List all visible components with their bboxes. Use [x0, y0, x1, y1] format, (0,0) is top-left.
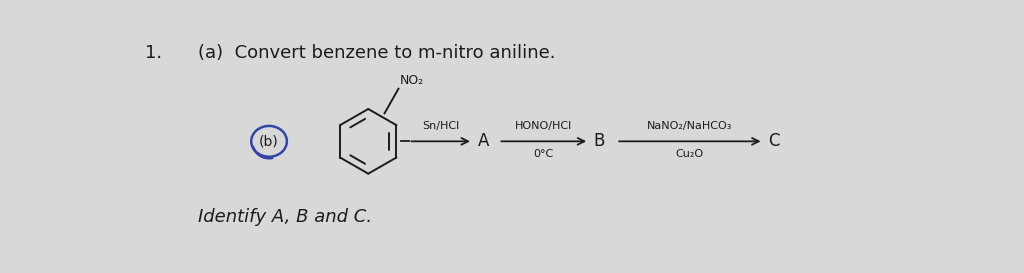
Text: HONO/HCl: HONO/HCl: [515, 121, 572, 131]
Text: Cu₂O: Cu₂O: [676, 149, 703, 159]
Text: 0°C: 0°C: [534, 149, 554, 159]
Text: NO₂: NO₂: [400, 74, 424, 87]
Text: NaNO₂/NaHCO₃: NaNO₂/NaHCO₃: [647, 121, 732, 131]
Text: A: A: [477, 132, 488, 150]
Text: Identify A, B and C.: Identify A, B and C.: [198, 208, 372, 226]
Text: C: C: [768, 132, 779, 150]
Text: (b): (b): [259, 134, 279, 148]
Text: Sn/HCl: Sn/HCl: [422, 121, 460, 131]
Text: 1.: 1.: [145, 44, 162, 62]
Text: B: B: [594, 132, 605, 150]
Text: (a)  Convert benzene to m-nitro aniline.: (a) Convert benzene to m-nitro aniline.: [198, 44, 555, 62]
